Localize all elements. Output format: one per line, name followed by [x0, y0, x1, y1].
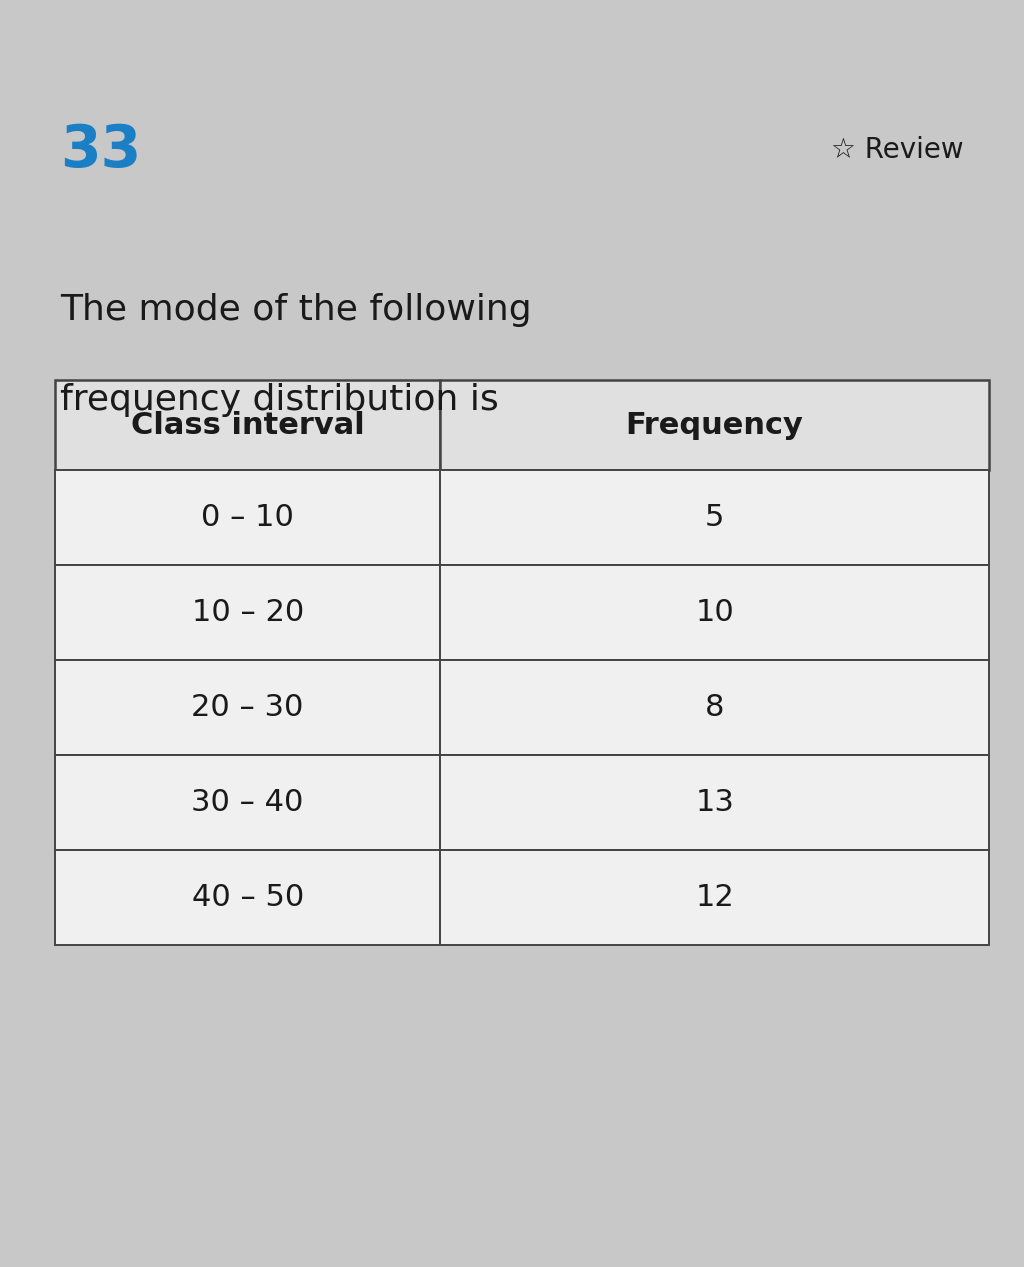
FancyBboxPatch shape: [55, 850, 440, 945]
Text: 8: 8: [705, 693, 724, 722]
Text: Class interval: Class interval: [131, 411, 365, 440]
FancyBboxPatch shape: [440, 660, 989, 755]
Text: 12: 12: [695, 883, 734, 912]
FancyBboxPatch shape: [55, 660, 440, 755]
FancyBboxPatch shape: [440, 565, 989, 660]
FancyBboxPatch shape: [440, 470, 989, 565]
FancyBboxPatch shape: [440, 850, 989, 945]
Text: The mode of the following: The mode of the following: [60, 293, 531, 327]
Text: frequency distribution is: frequency distribution is: [60, 383, 499, 417]
FancyBboxPatch shape: [55, 565, 440, 660]
Text: 13: 13: [695, 788, 734, 817]
FancyBboxPatch shape: [440, 755, 989, 850]
FancyBboxPatch shape: [440, 380, 989, 470]
Text: 40 – 50: 40 – 50: [191, 883, 304, 912]
Text: 33: 33: [60, 122, 141, 179]
Text: ☆ Review: ☆ Review: [831, 136, 964, 163]
Text: Frequency: Frequency: [626, 411, 804, 440]
Text: 0 – 10: 0 – 10: [202, 503, 294, 532]
FancyBboxPatch shape: [55, 380, 440, 470]
FancyBboxPatch shape: [55, 470, 440, 565]
Text: 5: 5: [705, 503, 724, 532]
Text: 10: 10: [695, 598, 734, 627]
Text: 30 – 40: 30 – 40: [191, 788, 304, 817]
Text: 20 – 30: 20 – 30: [191, 693, 304, 722]
Text: 10 – 20: 10 – 20: [191, 598, 304, 627]
FancyBboxPatch shape: [55, 755, 440, 850]
